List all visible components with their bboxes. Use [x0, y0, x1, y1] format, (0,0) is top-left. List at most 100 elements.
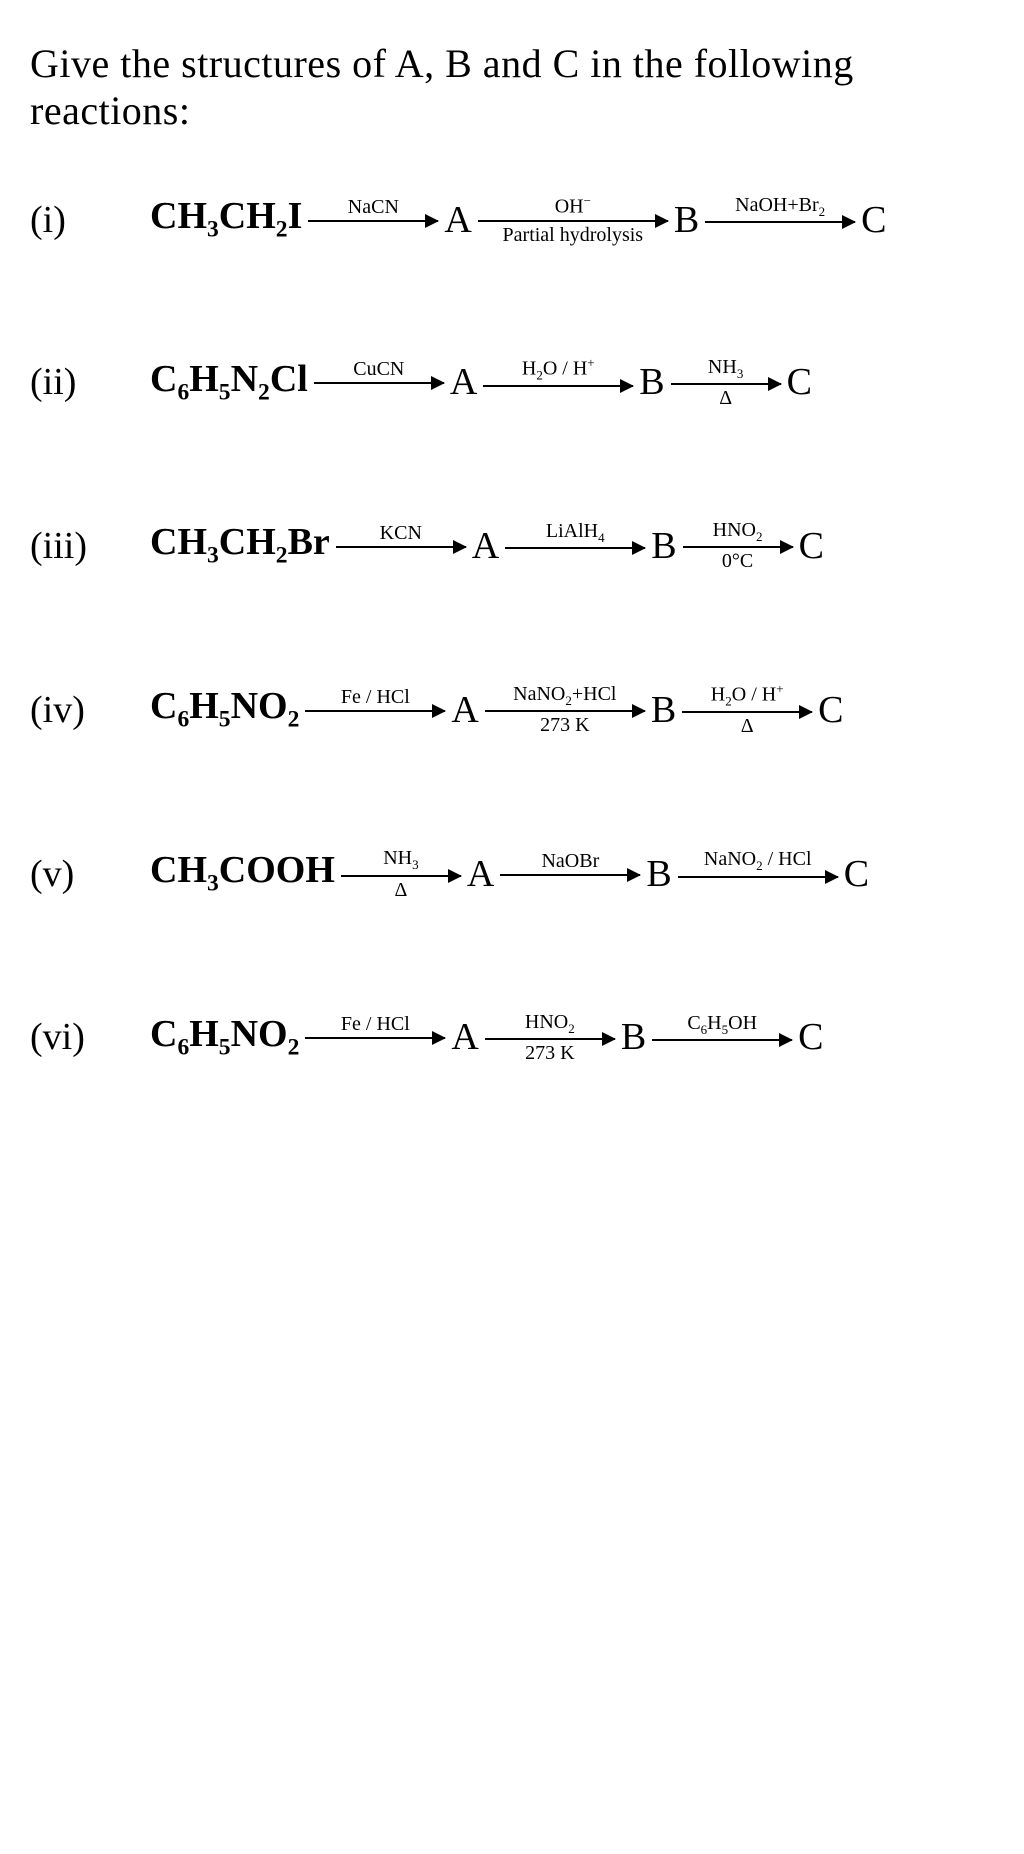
start-compound: C6H5N2Cl	[148, 360, 310, 405]
arrow-2: OH− Partial hydrolysis	[474, 194, 672, 246]
condition: Partial hydrolysis	[503, 224, 644, 246]
arrow-line	[485, 1038, 615, 1040]
reagent: HNO2	[525, 1011, 575, 1036]
arrow-3: NaNO2 / HCl .	[674, 848, 842, 899]
reagent: KCN	[380, 522, 422, 544]
start-compound: CH3CH2Br	[148, 523, 332, 568]
product-A: A	[442, 201, 473, 239]
reagent: C6H5OH	[687, 1012, 757, 1037]
product-C: C	[859, 201, 888, 239]
arrow-line	[314, 382, 444, 384]
reaction-v: (v) CH3COOH NH3 Δ A NaOBr . B NaNO2 / HC…	[30, 847, 994, 900]
condition: Δ	[719, 387, 732, 409]
reagent: H2O / H+	[522, 356, 595, 383]
arrow-line	[671, 383, 781, 385]
start-compound: C6H5NO2	[148, 1015, 301, 1060]
arrow-line	[308, 220, 438, 222]
arrow-3: NH3 Δ	[667, 356, 785, 409]
arrow-1: Fe / HCl .	[301, 1013, 449, 1061]
rxn-label: (vi)	[30, 1018, 148, 1056]
rxn-chain: CH3CH2Br KCN . A LiAlH4 . B HNO2 0°C C	[148, 519, 826, 572]
reaction-i: (i) CH3CH2I NaCN . A OH− Partial hydroly…	[30, 194, 994, 246]
start-compound: CH3COOH	[148, 851, 337, 896]
reactions-list: (i) CH3CH2I NaCN . A OH− Partial hydroly…	[30, 194, 994, 1064]
arrow-2: NaOBr .	[496, 850, 644, 898]
product-A: A	[465, 855, 496, 893]
reagent: NH3	[383, 847, 418, 872]
arrow-1: NH3 Δ	[337, 847, 465, 900]
reagent: Fe / HCl	[341, 686, 410, 708]
arrow-2: LiAlH4 .	[501, 520, 649, 571]
arrow-line	[483, 385, 633, 387]
reagent: NH3	[708, 356, 743, 381]
rxn-label: (iv)	[30, 691, 148, 729]
product-B: B	[649, 691, 678, 729]
condition: 273 K	[540, 714, 589, 736]
arrow-1: KCN .	[332, 522, 470, 570]
rxn-chain: CH3COOH NH3 Δ A NaOBr . B NaNO2 / HCl . …	[148, 847, 871, 900]
rxn-chain: C6H5N2Cl CuCN . A H2O / H+ . B NH3 Δ C	[148, 356, 814, 409]
reagent: H2O / H+	[711, 682, 784, 709]
arrow-line	[652, 1039, 792, 1041]
reagent: OH−	[555, 194, 591, 218]
reagent: LiAlH4	[546, 520, 605, 545]
product-C: C	[842, 855, 871, 893]
arrow-2: HNO2 273 K	[481, 1011, 619, 1064]
product-C: C	[797, 527, 826, 565]
reagent: NaOH+Br2	[735, 194, 825, 219]
condition: Δ	[741, 715, 754, 737]
rxn-chain: C6H5NO2 Fe / HCl . A NaNO2+HCl 273 K B H…	[148, 682, 846, 737]
condition: 0°C	[722, 550, 753, 572]
arrow-line	[478, 220, 668, 222]
start-compound: C6H5NO2	[148, 687, 301, 732]
arrow-1: Fe / HCl .	[301, 686, 449, 734]
product-A: A	[449, 1018, 480, 1056]
arrow-line	[683, 546, 793, 548]
rxn-label: (i)	[30, 201, 148, 239]
condition: Δ	[394, 879, 407, 901]
arrow-3: C6H5OH .	[648, 1012, 796, 1063]
arrow-3: H2O / H+ Δ	[678, 682, 816, 737]
arrow-line	[500, 874, 640, 876]
arrow-line	[705, 221, 855, 223]
reagent: CuCN	[353, 358, 404, 380]
product-B: B	[672, 201, 701, 239]
arrow-1: CuCN .	[310, 358, 448, 406]
rxn-chain: CH3CH2I NaCN . A OH− Partial hydrolysis …	[148, 194, 889, 246]
arrow-line	[678, 876, 838, 878]
reaction-iii: (iii) CH3CH2Br KCN . A LiAlH4 . B HNO2 0…	[30, 519, 994, 572]
product-B: B	[637, 363, 666, 401]
reagent: NaNO2 / HCl	[704, 848, 812, 873]
arrow-line	[305, 710, 445, 712]
product-C: C	[796, 1018, 825, 1056]
reaction-vi: (vi) C6H5NO2 Fe / HCl . A HNO2 273 K B C…	[30, 1011, 994, 1064]
reagent: Fe / HCl	[341, 1013, 410, 1035]
arrow-line	[336, 546, 466, 548]
start-compound: CH3CH2I	[148, 197, 304, 242]
arrow-2: H2O / H+ .	[479, 356, 637, 409]
product-C: C	[816, 691, 845, 729]
rxn-chain: C6H5NO2 Fe / HCl . A HNO2 273 K B C6H5OH…	[148, 1011, 826, 1064]
arrow-line	[341, 875, 461, 877]
arrow-3: HNO2 0°C	[679, 519, 797, 572]
rxn-label: (v)	[30, 855, 148, 893]
product-B: B	[644, 855, 673, 893]
condition: 273 K	[525, 1042, 574, 1064]
product-A: A	[470, 527, 501, 565]
product-B: B	[619, 1018, 648, 1056]
arrow-2: NaNO2+HCl 273 K	[481, 683, 649, 736]
reagent: NaNO2+HCl	[513, 683, 616, 708]
arrow-1: NaCN .	[304, 196, 442, 244]
reaction-iv: (iv) C6H5NO2 Fe / HCl . A NaNO2+HCl 273 …	[30, 682, 994, 737]
product-B: B	[649, 527, 678, 565]
arrow-line	[682, 711, 812, 713]
reaction-ii: (ii) C6H5N2Cl CuCN . A H2O / H+ . B NH3 …	[30, 356, 994, 409]
arrow-line	[305, 1037, 445, 1039]
product-A: A	[449, 691, 480, 729]
product-C: C	[785, 363, 814, 401]
rxn-label: (iii)	[30, 527, 148, 565]
rxn-label: (ii)	[30, 363, 148, 401]
arrow-line	[485, 710, 645, 712]
reagent: HNO2	[713, 519, 763, 544]
arrow-3: NaOH+Br2 .	[701, 194, 859, 245]
